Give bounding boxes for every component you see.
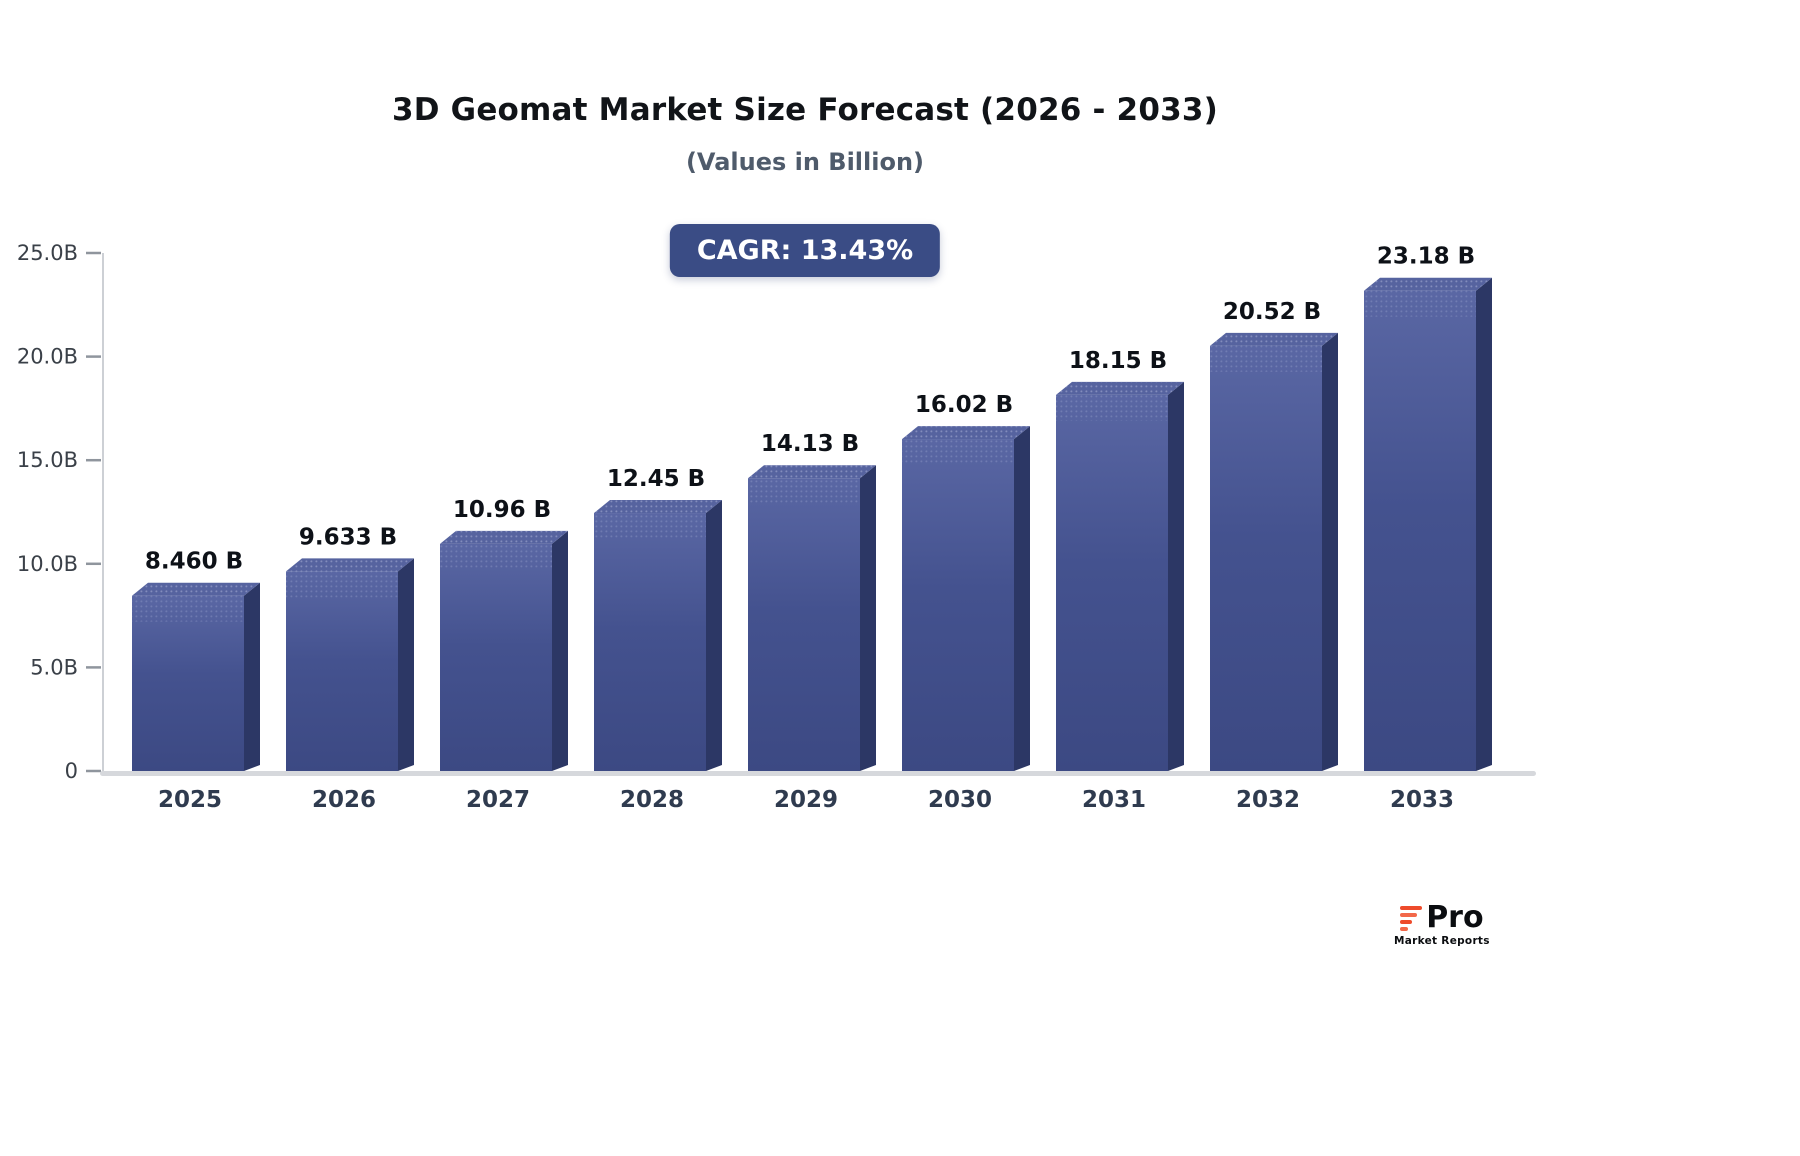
bar-top-texture — [594, 500, 722, 514]
x-tick-label: 2028 — [620, 787, 684, 813]
bar-2032 — [1210, 345, 1322, 771]
value-label: 20.52 B — [1223, 299, 1321, 325]
x-tick-label: 2032 — [1236, 787, 1300, 813]
bar-2027 — [440, 543, 552, 771]
y-tick-label: 10.0B — [17, 552, 78, 576]
value-label: 14.13 B — [761, 431, 859, 457]
bar-2031 — [1056, 394, 1168, 771]
x-tick-label: 2025 — [158, 787, 222, 813]
bar-side-face — [1014, 426, 1030, 771]
bar-front-texture — [902, 439, 1014, 466]
y-tick-label: 20.0B — [17, 345, 78, 369]
x-tick-label: 2033 — [1390, 787, 1454, 813]
chart-title: 3D Geomat Market Size Forecast (2026 - 2… — [391, 92, 1219, 128]
bar-2028 — [594, 513, 706, 771]
bar-side-face — [552, 530, 568, 771]
bar-side-face — [1322, 332, 1338, 771]
y-tick-label: 25.0B — [17, 241, 78, 265]
bar-side-face — [1476, 277, 1492, 771]
chart-subtitle: (Values in Billion) — [685, 148, 925, 176]
bar-2026 — [286, 571, 398, 771]
x-tick-label: 2029 — [774, 787, 838, 813]
bar-2030 — [902, 439, 1014, 771]
bar-top-texture — [1364, 277, 1492, 291]
bar-2025 — [132, 595, 244, 771]
x-tick-label: 2030 — [928, 787, 992, 813]
value-label: 18.15 B — [1069, 348, 1167, 374]
value-label: 23.18 B — [1377, 244, 1475, 270]
bar-2029 — [748, 478, 860, 771]
y-tick-label: 15.0B — [17, 448, 78, 472]
bar-top-texture — [1210, 332, 1338, 346]
bar-top-texture — [440, 530, 568, 544]
bar-side-face — [244, 582, 260, 771]
bar-top-texture — [286, 558, 414, 572]
y-tick-label: 5.0B — [30, 655, 78, 679]
bar-top-texture — [132, 582, 260, 596]
bar-2033 — [1364, 290, 1476, 771]
bar-front-texture — [1056, 394, 1168, 421]
x-tick-label: 2026 — [312, 787, 376, 813]
cagr-badge: CAGR: 13.43% — [669, 224, 941, 277]
value-label: 9.633 B — [299, 524, 397, 550]
value-label: 8.460 B — [145, 549, 243, 575]
bar-side-face — [706, 500, 722, 771]
x-tick-label: 2031 — [1082, 787, 1146, 813]
bar-front-texture — [748, 478, 860, 505]
y-tick-label: 0 — [65, 759, 78, 783]
bar-top-texture — [1056, 381, 1184, 395]
bar-front-texture — [594, 513, 706, 540]
logo-icon — [1400, 905, 1423, 931]
value-label: 16.02 B — [915, 392, 1013, 418]
bar-front-texture — [440, 543, 552, 570]
bar-front-texture — [132, 595, 244, 622]
bar-front-texture — [1364, 290, 1476, 317]
bar-front-texture — [286, 571, 398, 598]
value-label: 12.45 B — [607, 466, 705, 492]
value-label: 10.96 B — [453, 497, 551, 523]
x-tick-label: 2027 — [466, 787, 530, 813]
bar-top-texture — [902, 426, 1030, 440]
bar-side-face — [398, 558, 414, 771]
logo: Pro Market Reports — [1394, 900, 1490, 948]
logo-name: Pro — [1426, 900, 1484, 935]
bar-top-texture — [748, 465, 876, 479]
bar-side-face — [1168, 381, 1184, 771]
logo-subtext: Market Reports — [1394, 935, 1490, 947]
bar-front-texture — [1210, 345, 1322, 372]
bar-side-face — [860, 465, 876, 771]
x-axis-baseline — [100, 771, 1536, 776]
